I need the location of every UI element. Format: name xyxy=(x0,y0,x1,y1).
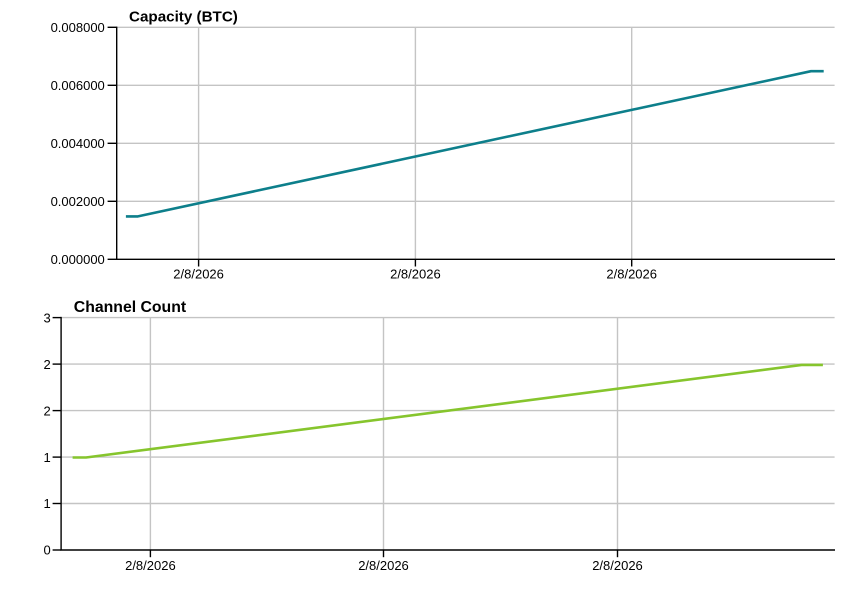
svg-text:1: 1 xyxy=(43,496,50,511)
svg-text:2/8/2026: 2/8/2026 xyxy=(592,558,643,573)
svg-text:2/8/2026: 2/8/2026 xyxy=(125,558,176,573)
svg-text:0: 0 xyxy=(43,543,50,558)
svg-text:1: 1 xyxy=(43,450,50,465)
svg-text:2/8/2026: 2/8/2026 xyxy=(606,267,657,282)
svg-text:0.002000: 0.002000 xyxy=(51,194,105,209)
svg-text:Channel Count: Channel Count xyxy=(74,299,187,316)
svg-text:0.008000: 0.008000 xyxy=(51,20,105,35)
svg-text:Capacity (BTC): Capacity (BTC) xyxy=(129,8,238,25)
svg-text:0.000000: 0.000000 xyxy=(51,252,105,267)
svg-text:2/8/2026: 2/8/2026 xyxy=(358,558,409,573)
svg-text:0.004000: 0.004000 xyxy=(51,136,105,151)
svg-text:2: 2 xyxy=(43,357,50,372)
svg-text:2: 2 xyxy=(43,403,50,418)
svg-text:3: 3 xyxy=(43,310,50,325)
svg-text:0.006000: 0.006000 xyxy=(51,78,105,93)
svg-text:2/8/2026: 2/8/2026 xyxy=(390,267,441,282)
svg-text:2/8/2026: 2/8/2026 xyxy=(173,267,224,282)
